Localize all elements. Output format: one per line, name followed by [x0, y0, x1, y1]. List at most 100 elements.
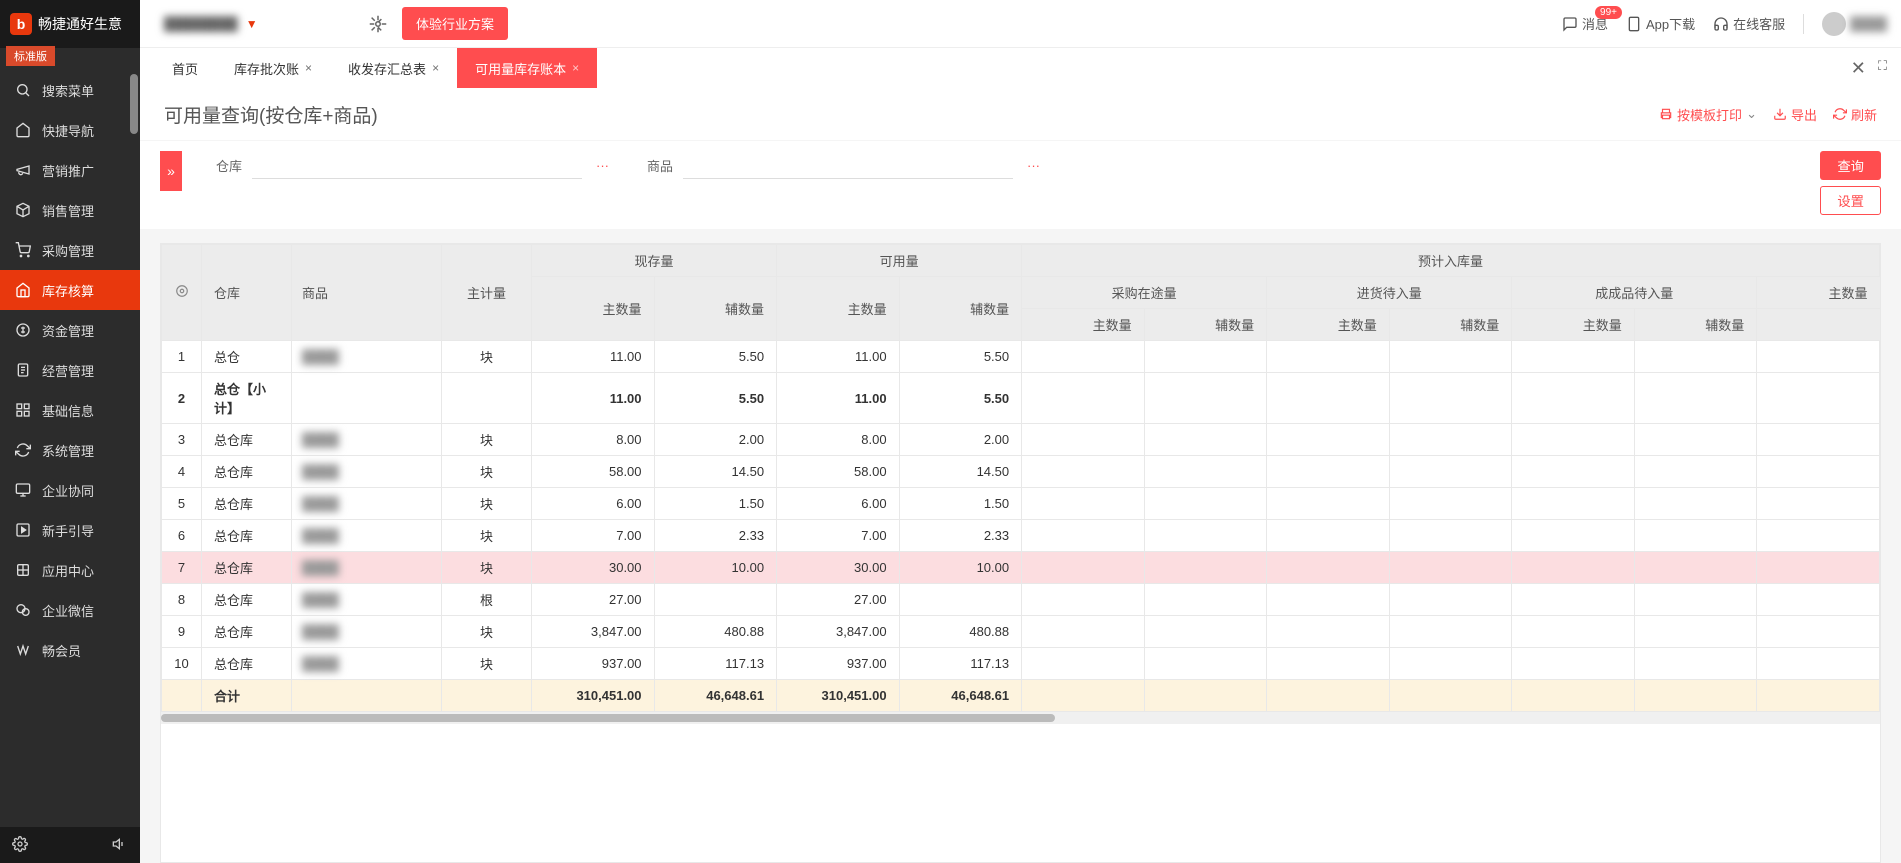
sidebar-item-13[interactable]: 企业微信	[0, 590, 140, 630]
warehouse-filter: 仓库 ···	[202, 151, 613, 179]
cell-warehouse: 总仓【小计】	[202, 373, 292, 424]
query-button[interactable]: 查询	[1820, 151, 1881, 180]
grid-icon	[14, 401, 32, 419]
table-row[interactable]: 4 总仓库 ████ 块 58.00 14.50 58.00 14.50	[162, 456, 1880, 488]
fullscreen-icon[interactable]: ⛶	[1878, 58, 1887, 79]
clipboard-icon	[14, 361, 32, 379]
table-row[interactable]: 3 总仓库 ████ 块 8.00 2.00 8.00 2.00	[162, 424, 1880, 456]
sound-icon[interactable]	[112, 836, 128, 855]
sidebar-item-14[interactable]: 畅会员	[0, 630, 140, 670]
sidebar-item-1[interactable]: 快捷导航	[0, 110, 140, 150]
print-icon	[1659, 107, 1673, 121]
sidebar-item-label: 企业微信	[42, 601, 94, 620]
th-warehouse[interactable]: 仓库	[202, 245, 292, 341]
brand-logo[interactable]: b 畅捷通好生意	[0, 0, 140, 48]
table-row[interactable]: 6 总仓库 ████ 块 7.00 2.33 7.00 2.33	[162, 520, 1880, 552]
logo-icon: b	[10, 13, 32, 35]
sidebar-item-label: 快捷导航	[42, 121, 94, 140]
product-filter-input[interactable]	[683, 151, 1013, 179]
topbar-settings-icon[interactable]	[364, 10, 392, 38]
online-service-link[interactable]: 在线客服	[1713, 14, 1785, 33]
tab-0[interactable]: 首页	[154, 48, 216, 88]
company-selector[interactable]: ████████ ▼	[154, 12, 354, 35]
th-expected-in: 预计入库量	[1022, 245, 1880, 277]
table-row[interactable]: 10 总仓库 ████ 块 937.00 117.13 937.00 117.1…	[162, 648, 1880, 680]
user-menu[interactable]: ████	[1822, 12, 1887, 36]
sidebar-item-label: 基础信息	[42, 401, 94, 420]
divider	[1803, 14, 1804, 34]
scrollbar-thumb[interactable]	[161, 714, 1055, 722]
product-more-icon[interactable]: ···	[1023, 152, 1044, 179]
sidebar-item-11[interactable]: 新手引导	[0, 510, 140, 550]
close-icon[interactable]: ×	[572, 61, 579, 75]
print-action[interactable]: 按模板打印 ⌄	[1659, 105, 1757, 124]
table-row[interactable]: 1 总仓 ████ 块 11.00 5.50 11.00 5.50	[162, 341, 1880, 373]
total-oh-main: 310,451.00	[532, 680, 655, 712]
refresh-action[interactable]: 刷新	[1833, 105, 1877, 124]
sidebar-item-12[interactable]: 应用中心	[0, 550, 140, 590]
print-label: 按模板打印	[1677, 105, 1742, 124]
table-row[interactable]: 2 总仓【小计】 11.00 5.50 11.00 5.50	[162, 373, 1880, 424]
th-avail-aux[interactable]: 辅数量	[899, 277, 1022, 341]
app-download-label: App下载	[1646, 14, 1695, 33]
cell-av-main: 937.00	[777, 648, 900, 680]
table-row[interactable]: 9 总仓库 ████ 块 3,847.00 480.88 3,847.00 48…	[162, 616, 1880, 648]
table-row[interactable]: 7 总仓库 ████ 块 30.00 10.00 30.00 10.00	[162, 552, 1880, 584]
experience-button[interactable]: 体验行业方案	[402, 7, 508, 40]
warehouse-more-icon[interactable]: ···	[592, 152, 613, 179]
th-onhand-aux[interactable]: 辅数量	[654, 277, 777, 341]
th-po-aux[interactable]: 辅数量	[1144, 309, 1267, 341]
product-filter: 商品 ···	[633, 151, 1044, 179]
settings-icon[interactable]	[12, 836, 28, 855]
cell-idx: 1	[162, 341, 202, 373]
sidebar-item-label: 系统管理	[42, 441, 94, 460]
warehouse-filter-input[interactable]	[252, 151, 582, 179]
horizontal-scrollbar[interactable]	[161, 712, 1880, 724]
th-fin-main[interactable]: 主数量	[1512, 309, 1635, 341]
filter-settings-button[interactable]: 设置	[1820, 186, 1881, 215]
sidebar: b 畅捷通好生意 标准版 搜索菜单快捷导航营销推广销售管理采购管理库存核算资金管…	[0, 0, 140, 863]
sidebar-item-7[interactable]: 经营管理	[0, 350, 140, 390]
export-action[interactable]: 导出	[1773, 105, 1817, 124]
table-row[interactable]: 5 总仓库 ████ 块 6.00 1.50 6.00 1.50	[162, 488, 1880, 520]
tab-label: 首页	[172, 59, 198, 78]
close-icon[interactable]: ×	[432, 61, 439, 75]
th-po-main[interactable]: 主数量	[1022, 309, 1145, 341]
th-onhand-main[interactable]: 主数量	[532, 277, 655, 341]
cell-oh-aux	[654, 584, 777, 616]
th-receipt-pending: 进货待入量	[1267, 277, 1512, 309]
sidebar-item-5[interactable]: 库存核算	[0, 270, 140, 310]
th-avail-main[interactable]: 主数量	[777, 277, 900, 341]
messages-link[interactable]: 消息 99+	[1562, 14, 1608, 33]
tab-2[interactable]: 收发存汇总表×	[330, 48, 457, 88]
sidebar-item-0[interactable]: 搜索菜单	[0, 70, 140, 110]
tab-3[interactable]: 可用量库存账本×	[457, 48, 597, 88]
th-product[interactable]: 商品	[292, 245, 442, 341]
sidebar-item-4[interactable]: 采购管理	[0, 230, 140, 270]
th-main-unit[interactable]: 主计量	[442, 245, 532, 341]
sidebar-item-8[interactable]: 基础信息	[0, 390, 140, 430]
close-tab-icon[interactable]: ✕	[1851, 58, 1866, 79]
sidebar-scrollbar[interactable]	[130, 74, 138, 134]
cell-av-aux: 2.33	[899, 520, 1022, 552]
table-row[interactable]: 8 总仓库 ████ 根 27.00 27.00	[162, 584, 1880, 616]
sidebar-item-label: 企业协同	[42, 481, 94, 500]
sidebar-item-2[interactable]: 营销推广	[0, 150, 140, 190]
sidebar-item-10[interactable]: 企业协同	[0, 470, 140, 510]
cell-oh-main: 11.00	[532, 373, 655, 424]
cell-oh-aux: 5.50	[654, 373, 777, 424]
sidebar-item-9[interactable]: 系统管理	[0, 430, 140, 470]
th-rcpt-main[interactable]: 主数量	[1267, 309, 1390, 341]
export-label: 导出	[1791, 105, 1817, 124]
th-rcpt-aux[interactable]: 辅数量	[1389, 309, 1512, 341]
page-title: 可用量查询(按仓库+商品)	[164, 101, 378, 128]
sidebar-item-6[interactable]: 资金管理	[0, 310, 140, 350]
app-download-link[interactable]: App下载	[1626, 14, 1695, 33]
sidebar-item-3[interactable]: 销售管理	[0, 190, 140, 230]
tab-1[interactable]: 库存批次账×	[216, 48, 330, 88]
th-fin-aux[interactable]: 辅数量	[1634, 309, 1757, 341]
collapse-filter-button[interactable]: »	[160, 151, 182, 191]
column-settings-icon[interactable]	[162, 245, 202, 341]
close-icon[interactable]: ×	[305, 61, 312, 75]
online-service-label: 在线客服	[1733, 14, 1785, 33]
